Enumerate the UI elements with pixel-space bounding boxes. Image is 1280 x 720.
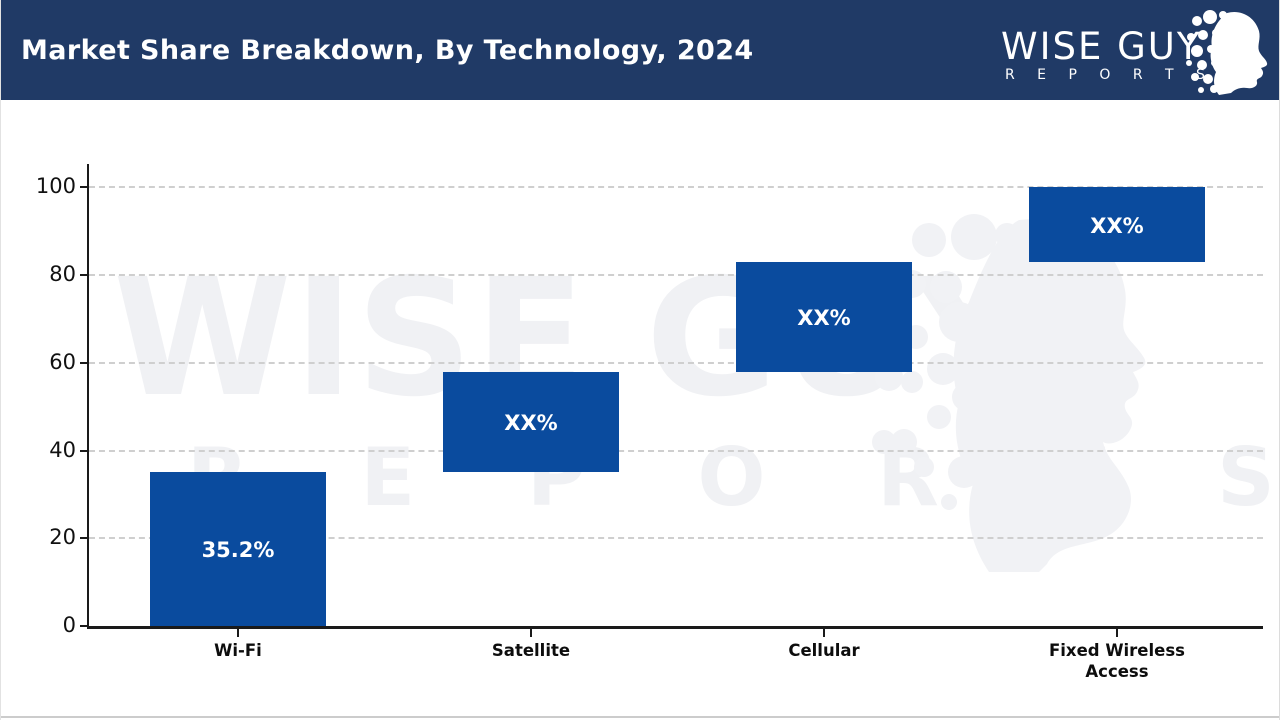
logo-head-icon — [1186, 10, 1268, 95]
wise-guy-reports-logo: WISE GUY R E P O R T S — [1001, 7, 1268, 95]
watermark-head-icon — [872, 214, 1146, 572]
bar-value-label: XX% — [1090, 213, 1144, 238]
y-tick-label-40: 40 — [49, 437, 76, 462]
gridline-y-40 — [89, 449, 1263, 452]
x-tick-0 — [237, 629, 239, 637]
y-tick-60 — [80, 361, 89, 364]
bottom-divider — [1, 716, 1279, 718]
y-tick-100 — [80, 186, 89, 189]
bar-value-label: XX% — [504, 410, 558, 435]
logo-reports-text: R E P O R T S — [1005, 67, 1214, 83]
bar-satellite — [443, 371, 619, 472]
y-tick-label-60: 60 — [49, 349, 76, 374]
chart-title: Market Share Breakdown, By Technology, 2… — [21, 34, 754, 66]
y-tick-40 — [80, 449, 89, 452]
y-axis-spine — [87, 164, 89, 628]
x-category-label: Fixed Wireless Access — [1049, 641, 1185, 682]
x-tick-3 — [1116, 629, 1118, 637]
gridline-y-100 — [89, 186, 1263, 189]
x-axis-spine — [87, 626, 1263, 629]
y-tick-label-0: 0 — [62, 613, 76, 637]
bar-fixed-wireless-access — [1029, 187, 1205, 262]
plot-area: 0 20 40 60 80 100 35.2% Wi-Fi XX% Satellite XX% Cel… — [1, 100, 1279, 720]
logo-brand-text: WISE GUY — [1001, 25, 1202, 68]
y-tick-20 — [80, 537, 89, 540]
x-tick-1 — [530, 629, 532, 637]
y-tick-label-80: 80 — [49, 262, 76, 287]
y-tick-label-20: 20 — [49, 525, 76, 550]
gridline-y-80 — [89, 274, 1263, 277]
bar-value-label: XX% — [797, 305, 851, 330]
header-band: Market Share Breakdown, By Technology, 2… — [1, 0, 1279, 100]
x-tick-2 — [823, 629, 825, 637]
gridline-y-20 — [89, 537, 1263, 540]
x-category-label: Wi-Fi — [214, 641, 262, 660]
x-category-label: Satellite — [491, 641, 571, 660]
bar-cellular — [736, 261, 912, 372]
bar-value-label: 35.2% — [201, 537, 275, 562]
y-tick-80 — [80, 274, 89, 277]
bar-wi-fi — [150, 471, 326, 626]
y-tick-label-100: 100 — [35, 174, 76, 199]
y-tick-0 — [80, 625, 89, 627]
x-category-label: Cellular — [788, 641, 860, 660]
gridline-y-60 — [89, 361, 1263, 364]
